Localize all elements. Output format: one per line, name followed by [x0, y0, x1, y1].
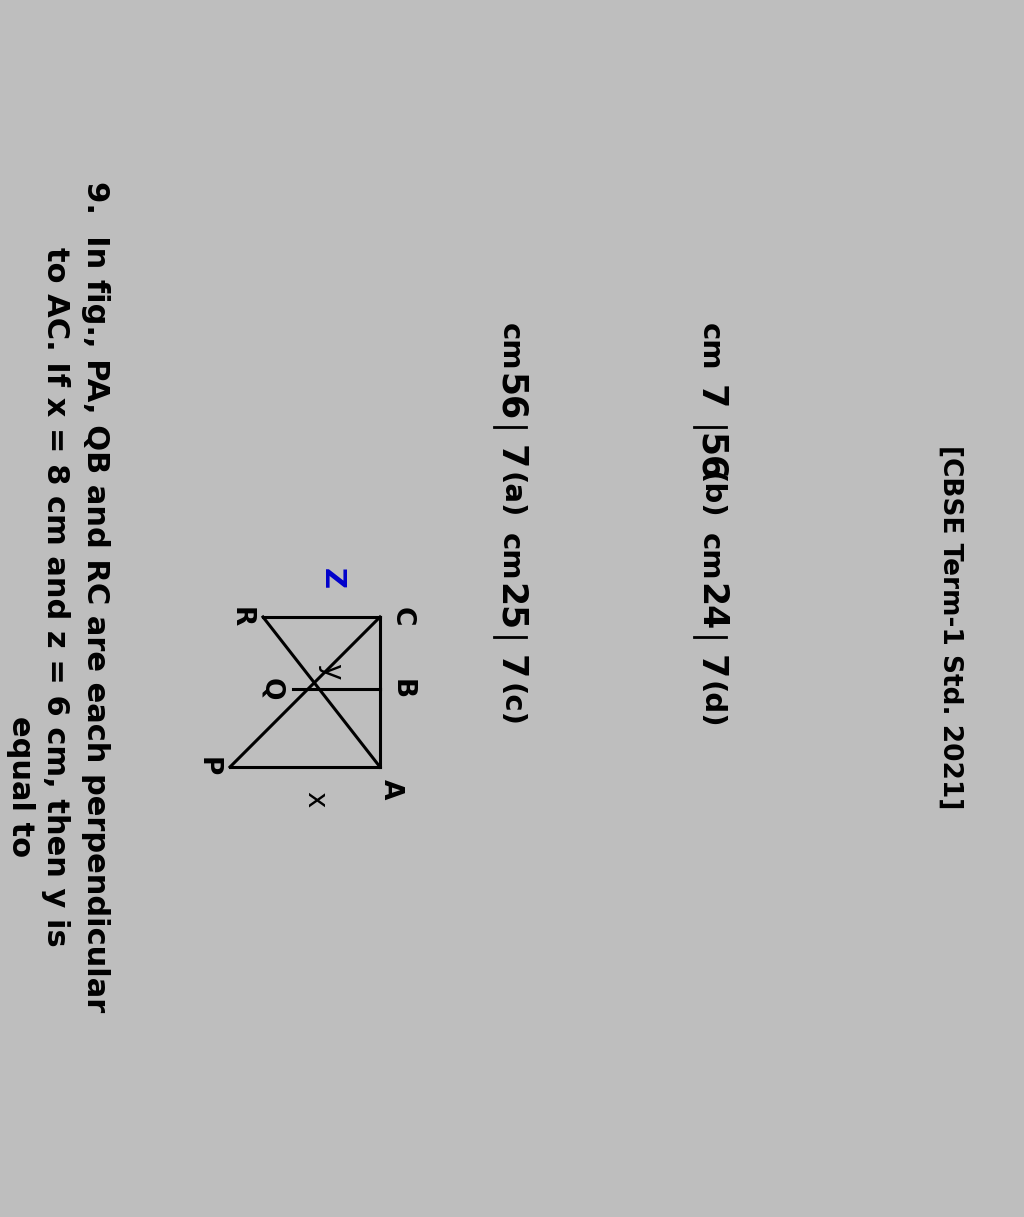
- Text: 7: 7: [693, 655, 727, 679]
- Text: 24: 24: [693, 583, 727, 632]
- Text: P: P: [195, 757, 221, 776]
- Text: (a): (a): [496, 472, 524, 518]
- Text: cm: cm: [496, 324, 524, 371]
- Text: cm: cm: [496, 533, 524, 581]
- Text: 56: 56: [693, 433, 727, 481]
- Text: 7: 7: [493, 445, 527, 469]
- Text: Q: Q: [258, 678, 284, 700]
- Text: C: C: [389, 607, 415, 627]
- Text: 7: 7: [693, 385, 727, 409]
- Text: to AC. If x = 8 cm and z = 6 cm, then y is: to AC. If x = 8 cm and z = 6 cm, then y …: [41, 247, 70, 947]
- Text: B: B: [389, 679, 415, 699]
- Text: 7: 7: [493, 655, 527, 679]
- Text: R: R: [228, 607, 254, 627]
- Text: 56: 56: [493, 372, 527, 421]
- Text: x: x: [301, 791, 329, 807]
- Text: A: A: [378, 779, 404, 800]
- Text: Z: Z: [317, 568, 345, 589]
- Text: (c): (c): [496, 683, 524, 727]
- Text: (d): (d): [696, 682, 724, 729]
- Text: [CBSE Term-1 Std. 2021]: [CBSE Term-1 Std. 2021]: [937, 444, 963, 809]
- Text: cm: cm: [696, 533, 724, 581]
- Text: cm: cm: [696, 324, 724, 371]
- Text: equal to: equal to: [5, 717, 35, 858]
- Text: 9.  In fig., PA, QB and RC are each perpendicular: 9. In fig., PA, QB and RC are each perpe…: [81, 181, 110, 1013]
- Text: y: y: [317, 663, 345, 679]
- Text: (b): (b): [696, 471, 724, 518]
- Text: 25: 25: [493, 583, 527, 632]
